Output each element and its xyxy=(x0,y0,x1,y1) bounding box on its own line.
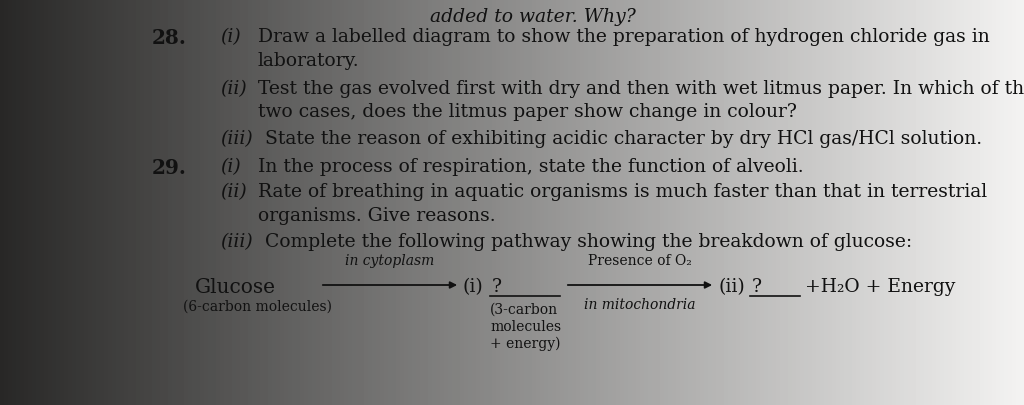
Text: (ii): (ii) xyxy=(220,183,247,201)
Text: ?: ? xyxy=(492,278,502,296)
Text: 29.: 29. xyxy=(152,158,186,178)
Text: ?: ? xyxy=(752,278,762,296)
Text: Rate of breathing in aquatic organisms is much faster than that in terrestrial: Rate of breathing in aquatic organisms i… xyxy=(258,183,987,201)
Text: Glucose: Glucose xyxy=(195,278,276,297)
Text: (i): (i) xyxy=(220,28,241,46)
Text: Complete the following pathway showing the breakdown of glucose:: Complete the following pathway showing t… xyxy=(265,233,912,251)
Text: (ii): (ii) xyxy=(220,80,247,98)
Text: (iii): (iii) xyxy=(220,130,253,148)
Text: in mitochondria: in mitochondria xyxy=(585,298,695,312)
Text: In the process of respiration, state the function of alveoli.: In the process of respiration, state the… xyxy=(258,158,804,176)
Text: two cases, does the litmus paper show change in colour?: two cases, does the litmus paper show ch… xyxy=(258,103,797,121)
Text: (i): (i) xyxy=(463,278,483,296)
Text: organisms. Give reasons.: organisms. Give reasons. xyxy=(258,207,496,225)
Text: Presence of O₂: Presence of O₂ xyxy=(588,254,692,268)
Text: +H₂O + Energy: +H₂O + Energy xyxy=(805,278,955,296)
Text: (i): (i) xyxy=(220,158,241,176)
Text: + energy): + energy) xyxy=(490,337,560,352)
Text: (ii): (ii) xyxy=(718,278,744,296)
Text: State the reason of exhibiting acidic character by dry HCl gas/HCl solution.: State the reason of exhibiting acidic ch… xyxy=(265,130,982,148)
Text: (3-carbon: (3-carbon xyxy=(490,303,558,317)
Text: 28.: 28. xyxy=(152,28,186,48)
Text: in cytoplasm: in cytoplasm xyxy=(345,254,434,268)
Text: laboratory.: laboratory. xyxy=(258,52,359,70)
Text: (iii): (iii) xyxy=(220,233,253,251)
Text: Draw a labelled diagram to show the preparation of hydrogen chloride gas in: Draw a labelled diagram to show the prep… xyxy=(258,28,990,46)
Text: molecules: molecules xyxy=(490,320,561,334)
Text: (6-carbon molecules): (6-carbon molecules) xyxy=(183,300,332,314)
Text: Test the gas evolved first with dry and then with wet litmus paper. In which of : Test the gas evolved first with dry and … xyxy=(258,80,1024,98)
Text: added to water. Why?: added to water. Why? xyxy=(430,8,636,26)
